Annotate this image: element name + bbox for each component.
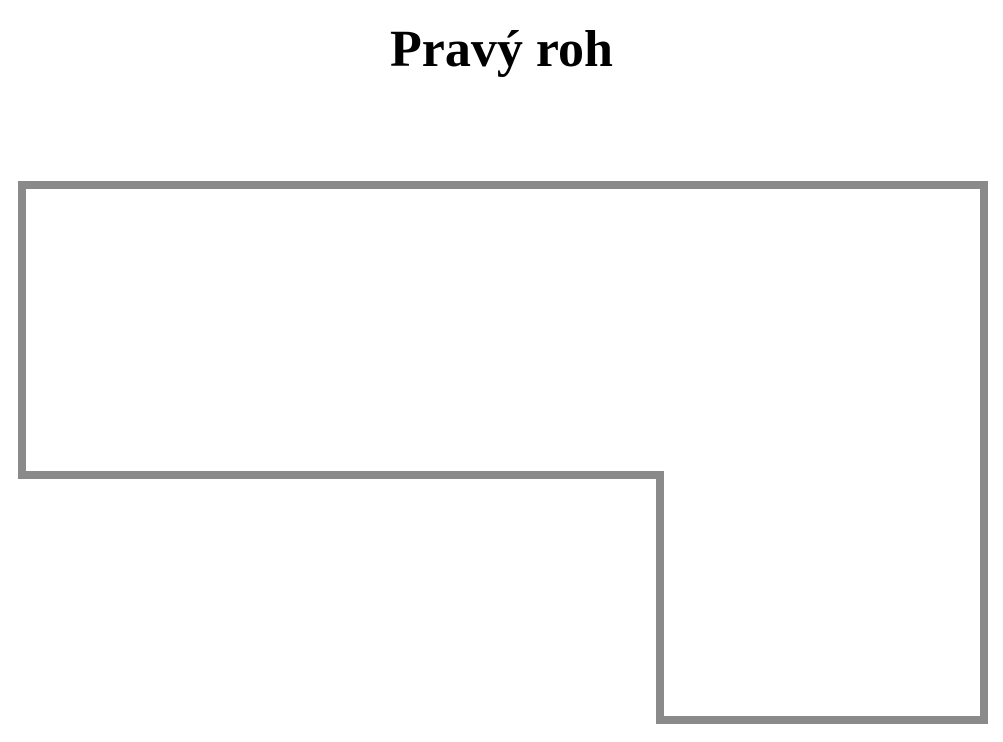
l-shape-svg (0, 0, 1003, 737)
page-root: Pravý roh (0, 0, 1003, 737)
l-shape-diagram (0, 0, 1003, 737)
l-shape-polygon (22, 185, 984, 720)
